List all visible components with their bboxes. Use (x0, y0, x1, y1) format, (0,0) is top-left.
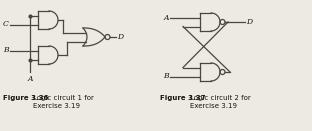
Text: D: D (117, 33, 123, 41)
Text: Logic circuit 1 for: Logic circuit 1 for (33, 95, 94, 101)
Text: Exercise 3.19: Exercise 3.19 (33, 103, 80, 109)
Text: A: A (27, 75, 33, 83)
Text: Logic circuit 2 for: Logic circuit 2 for (190, 95, 251, 101)
Text: B: B (3, 47, 9, 54)
Text: Exercise 3.19: Exercise 3.19 (190, 103, 237, 109)
Text: Figure 3.36: Figure 3.36 (3, 95, 48, 101)
Text: A: A (163, 13, 169, 21)
Text: Figure 3.37: Figure 3.37 (160, 95, 206, 101)
Text: D: D (246, 18, 252, 26)
Text: B: B (163, 72, 169, 81)
Text: C: C (3, 20, 9, 29)
